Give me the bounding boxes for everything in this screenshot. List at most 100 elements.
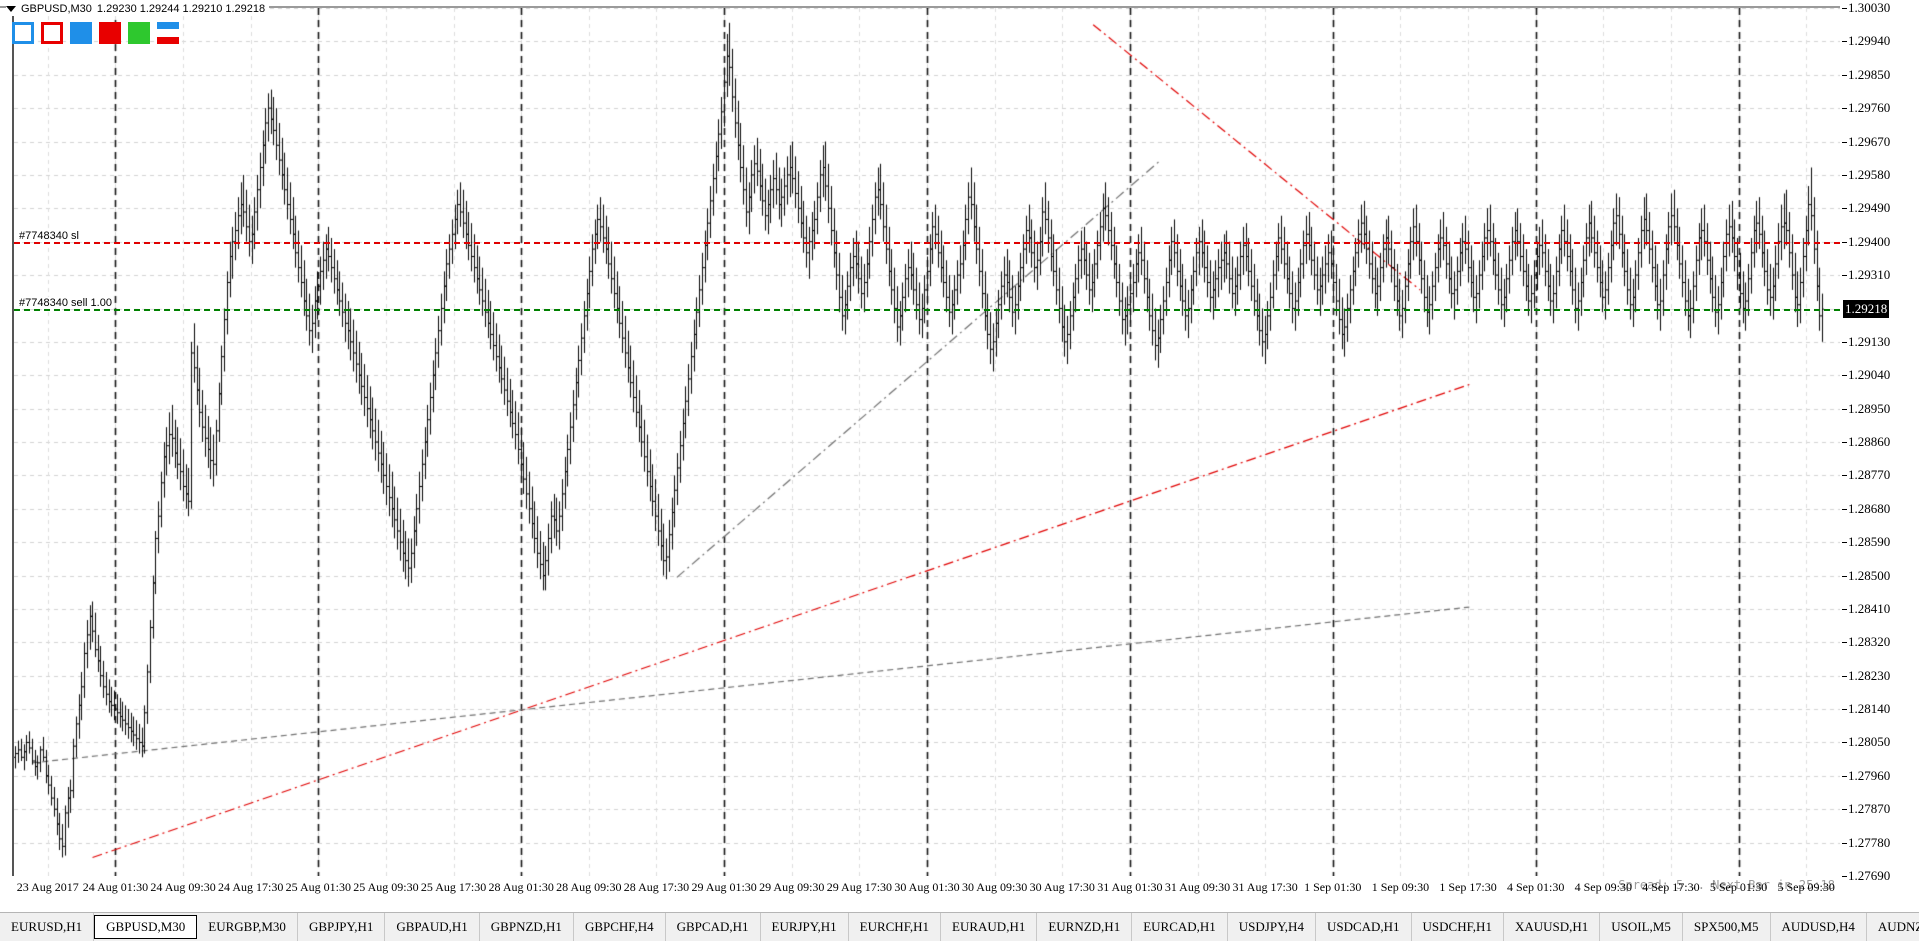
stop-loss-line-label: #7748340 sl	[18, 229, 80, 242]
time-tick-label: 25 Aug 17:30	[420, 880, 487, 894]
status-text: Spread: 5 .. Next Bar in 25:18	[1618, 878, 1835, 892]
chart-tab-bar[interactable]: EURUSD,H1 GBPUSD,M30 EURGBP,M30 GBPJPY,H1 GB…	[0, 912, 1919, 941]
price-tick	[1842, 241, 1847, 243]
sell-order-line-label: #7748340 sell 1.00	[18, 297, 113, 310]
price-tick-label: 1.27870	[1848, 801, 1891, 817]
price-tick	[1842, 41, 1847, 43]
chart-tab-euraud-h1[interactable]: EURAUD,H1	[941, 913, 1038, 941]
chart-tab-eurusd-h1[interactable]: EURUSD,H1	[0, 913, 95, 941]
price-tick-label: 1.28950	[1848, 400, 1891, 416]
chart-tab-xauusd-h1[interactable]: XAUUSD,H1	[1504, 913, 1601, 941]
chart-tab-usdjpy-h4[interactable]: USDJPY,H4	[1228, 913, 1316, 941]
candlestick-canvas[interactable]	[14, 8, 1840, 876]
chart-tab-gbpusd-m30[interactable]: GBPUSD,M30	[94, 915, 198, 939]
time-tick-label: 29 Aug 09:30	[759, 880, 825, 894]
chart-tab-gbpnzd-h1[interactable]: GBPNZD,H1	[480, 913, 574, 941]
time-tick-label: 23 Aug 2017	[16, 880, 79, 894]
bull-candle-outline[interactable]	[12, 22, 34, 44]
chart-tab-eurcad-h1[interactable]: EURCAD,H1	[1132, 913, 1228, 941]
price-tick	[1842, 341, 1847, 343]
time-tick-label: 1 Sep 17:30	[1439, 880, 1497, 894]
price-tick	[1842, 108, 1847, 110]
chart-symbol-label: GBPUSD,M30	[21, 3, 92, 15]
chart-tab-usoil-m5[interactable]: USOIL,M5	[1600, 913, 1683, 941]
time-tick-label: 5 Sep 01:30	[1709, 880, 1768, 894]
time-tick-label: 30 Aug 09:30	[961, 880, 1028, 894]
price-tick-label: 1.28500	[1848, 567, 1891, 583]
price-tick	[1842, 709, 1847, 711]
price-tick	[1842, 642, 1847, 644]
price-tick-label: 1.28140	[1848, 701, 1891, 717]
price-tick-label: 1.27960	[1848, 767, 1891, 783]
chart-tab-eurchf-h1[interactable]: EURCHF,H1	[849, 913, 942, 941]
price-tick-label: 1.28860	[1848, 434, 1891, 449]
price-tick	[1842, 508, 1847, 510]
bull-candle-fill[interactable]	[70, 22, 92, 44]
bear-candle-fill[interactable]	[99, 22, 121, 44]
volume-color[interactable]	[128, 22, 150, 44]
chart-tab-gbpcad-h1[interactable]: GBPCAD,H1	[666, 913, 761, 941]
chart-tab-usdcad-h1[interactable]: USDCAD,H1	[1316, 913, 1412, 941]
price-tick	[1842, 141, 1847, 143]
stop-loss-line[interactable]	[14, 241, 1840, 244]
price-tick-label: 1.27780	[1848, 834, 1891, 850]
bear-candle-outline[interactable]	[41, 22, 63, 44]
price-tick-label: 1.28680	[1848, 500, 1891, 516]
price-tick-label: 1.29940	[1848, 33, 1891, 49]
time-tick-label: 24 Aug 09:30	[150, 880, 216, 894]
price-tick	[1842, 442, 1847, 443]
color-swatch-row[interactable]	[12, 22, 179, 44]
price-tick-label: 1.27690	[1848, 868, 1891, 883]
chart-tab-eurgbp-m30[interactable]: EURGBP,M30	[197, 913, 298, 941]
time-tick-label: 31 Aug 01:30	[1097, 880, 1163, 894]
price-tick	[1842, 174, 1847, 176]
time-tick-label: 4 Sep 17:30	[1642, 880, 1700, 894]
price-tick-label: 1.29850	[1848, 66, 1891, 82]
current-price-label: 1.29218	[1843, 300, 1890, 319]
time-tick-label: 30 Aug 17:30	[1029, 880, 1095, 894]
chart-tab-gbpchf-h4[interactable]: GBPCHF,H4	[574, 913, 666, 941]
time-tick-label: 29 Aug 01:30	[691, 880, 757, 894]
time-tick-label: 28 Aug 17:30	[623, 880, 690, 894]
price-tick	[1842, 775, 1847, 777]
price-tick-label: 1.29490	[1848, 200, 1891, 216]
chart-tab-gbpjpy-h1[interactable]: GBPJPY,H1	[298, 913, 386, 941]
chart-area[interactable]: GBPUSD,M30 1.29230 1.29244 1.29210 1.292…	[0, 0, 1919, 912]
price-tick-label: 1.29400	[1848, 233, 1891, 249]
price-axis[interactable]	[1840, 0, 1919, 912]
price-tick	[1842, 675, 1847, 677]
price-tick	[1842, 74, 1847, 76]
time-tick-label: 4 Sep 01:30	[1506, 880, 1565, 894]
price-tick	[1842, 408, 1847, 410]
price-tick	[1842, 475, 1847, 477]
time-tick-label: 1 Sep 01:30	[1304, 880, 1362, 894]
chart-tab-spx500-m5[interactable]: SPX500,M5	[1683, 913, 1771, 941]
price-tick	[1842, 742, 1847, 744]
price-tick	[1842, 876, 1847, 877]
price-tick	[1842, 275, 1847, 277]
chart-tab-eurnzd-h1[interactable]: EURNZD,H1	[1037, 913, 1133, 941]
chart-tab-audusd-h4[interactable]: AUDUSD,H4	[1771, 913, 1867, 941]
bid-ask-lines[interactable]	[157, 22, 179, 44]
price-tick-label: 1.29580	[1848, 166, 1891, 182]
window-top-border	[0, 6, 1919, 8]
chart-tab-usdchf-h1[interactable]: USDCHF,H1	[1412, 913, 1504, 941]
price-tick	[1842, 809, 1847, 811]
price-tick-label: 1.29670	[1848, 133, 1891, 149]
price-tick-label: 1.28410	[1848, 600, 1891, 616]
price-tick	[1842, 375, 1847, 377]
price-tick-label: 1.29040	[1848, 367, 1891, 383]
time-tick-label: 25 Aug 09:30	[353, 880, 419, 894]
chart-tab-gbpaud-h1[interactable]: GBPAUD,H1	[385, 913, 480, 941]
chart-tab-audnzd-h1[interactable]: AUDNZD,H1	[1867, 913, 1919, 941]
price-tick	[1842, 842, 1847, 844]
chart-header: GBPUSD,M30 1.29230 1.29244 1.29210 1.292…	[6, 2, 270, 16]
chevron-down-icon[interactable]	[6, 6, 16, 12]
time-tick-label: 29 Aug 17:30	[826, 880, 893, 894]
chart-tab-eurjpy-h1[interactable]: EURJPY,H1	[761, 913, 849, 941]
sell-order-line[interactable]	[14, 309, 1840, 312]
time-tick-label: 4 Sep 09:30	[1574, 880, 1632, 894]
price-tick-label: 1.29310	[1848, 267, 1891, 283]
price-plot[interactable]	[14, 8, 1840, 876]
price-tick-label: 1.30030	[1848, 0, 1891, 15]
